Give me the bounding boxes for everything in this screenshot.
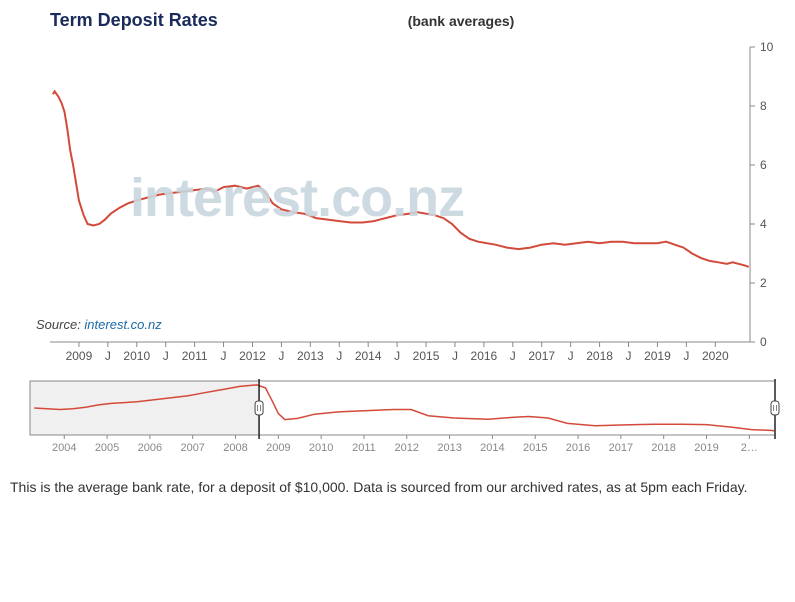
svg-text:J: J xyxy=(683,349,689,363)
svg-text:2009: 2009 xyxy=(266,442,290,454)
svg-text:2012: 2012 xyxy=(239,349,266,363)
svg-text:2004: 2004 xyxy=(52,442,76,454)
svg-text:2: 2 xyxy=(760,276,767,290)
svg-text:4: 4 xyxy=(760,217,767,231)
svg-text:0: 0 xyxy=(760,335,767,349)
svg-text:2020: 2020 xyxy=(702,349,729,363)
chart-title: Term Deposit Rates xyxy=(50,10,218,31)
source-link[interactable]: interest.co.nz xyxy=(84,317,161,332)
svg-text:2008: 2008 xyxy=(223,442,247,454)
svg-text:2016: 2016 xyxy=(566,442,590,454)
svg-text:2007: 2007 xyxy=(180,442,204,454)
svg-text:2014: 2014 xyxy=(355,349,382,363)
svg-text:J: J xyxy=(105,349,111,363)
svg-text:2013: 2013 xyxy=(437,442,461,454)
svg-text:2012: 2012 xyxy=(395,442,419,454)
svg-text:2019: 2019 xyxy=(644,349,671,363)
svg-text:J: J xyxy=(510,349,516,363)
svg-text:8: 8 xyxy=(760,99,767,113)
svg-text:J: J xyxy=(163,349,169,363)
svg-text:J: J xyxy=(452,349,458,363)
source-prefix: Source: xyxy=(36,317,84,332)
chart-container: Term Deposit Rates (bank averages) inter… xyxy=(10,10,780,497)
svg-text:2009: 2009 xyxy=(66,349,93,363)
svg-text:2014: 2014 xyxy=(480,442,504,454)
svg-text:2013: 2013 xyxy=(297,349,324,363)
svg-text:J: J xyxy=(626,349,632,363)
svg-text:2018: 2018 xyxy=(586,349,613,363)
svg-text:2015: 2015 xyxy=(413,349,440,363)
svg-text:2005: 2005 xyxy=(95,442,119,454)
svg-text:2017: 2017 xyxy=(528,349,555,363)
svg-text:2011: 2011 xyxy=(182,349,208,363)
chart-subtitle: (bank averages) xyxy=(408,13,515,29)
svg-text:2011: 2011 xyxy=(352,442,376,454)
svg-text:2016: 2016 xyxy=(471,349,498,363)
svg-text:2006: 2006 xyxy=(138,442,162,454)
navigator-svg: 2004 2005 2006 2007 2008 2009 2010 2011 2012 2013… xyxy=(10,379,780,457)
svg-text:2017: 2017 xyxy=(609,442,633,454)
svg-text:J: J xyxy=(221,349,227,363)
svg-text:2015: 2015 xyxy=(523,442,547,454)
main-chart: interest.co.nz 0 2 4 6 8 10 2009 J 2010 J 2011 J 201… xyxy=(10,37,780,377)
svg-text:2010: 2010 xyxy=(309,442,333,454)
svg-text:2010: 2010 xyxy=(123,349,150,363)
svg-text:10: 10 xyxy=(760,40,774,54)
svg-text:J: J xyxy=(278,349,284,363)
navigator-handle[interactable] xyxy=(771,401,779,415)
svg-text:2…: 2… xyxy=(741,442,758,454)
navigator-chart[interactable]: 2004 2005 2006 2007 2008 2009 2010 2011 2012 2013… xyxy=(10,379,780,457)
svg-text:6: 6 xyxy=(760,158,767,172)
svg-text:J: J xyxy=(568,349,574,363)
source-attribution: Source: interest.co.nz xyxy=(36,317,162,332)
navigator-handle[interactable] xyxy=(255,401,263,415)
svg-text:J: J xyxy=(394,349,400,363)
svg-text:2019: 2019 xyxy=(694,442,718,454)
chart-header: Term Deposit Rates (bank averages) xyxy=(10,10,780,31)
svg-text:2018: 2018 xyxy=(651,442,675,454)
svg-text:J: J xyxy=(336,349,342,363)
chart-caption: This is the average bank rate, for a dep… xyxy=(10,477,780,497)
